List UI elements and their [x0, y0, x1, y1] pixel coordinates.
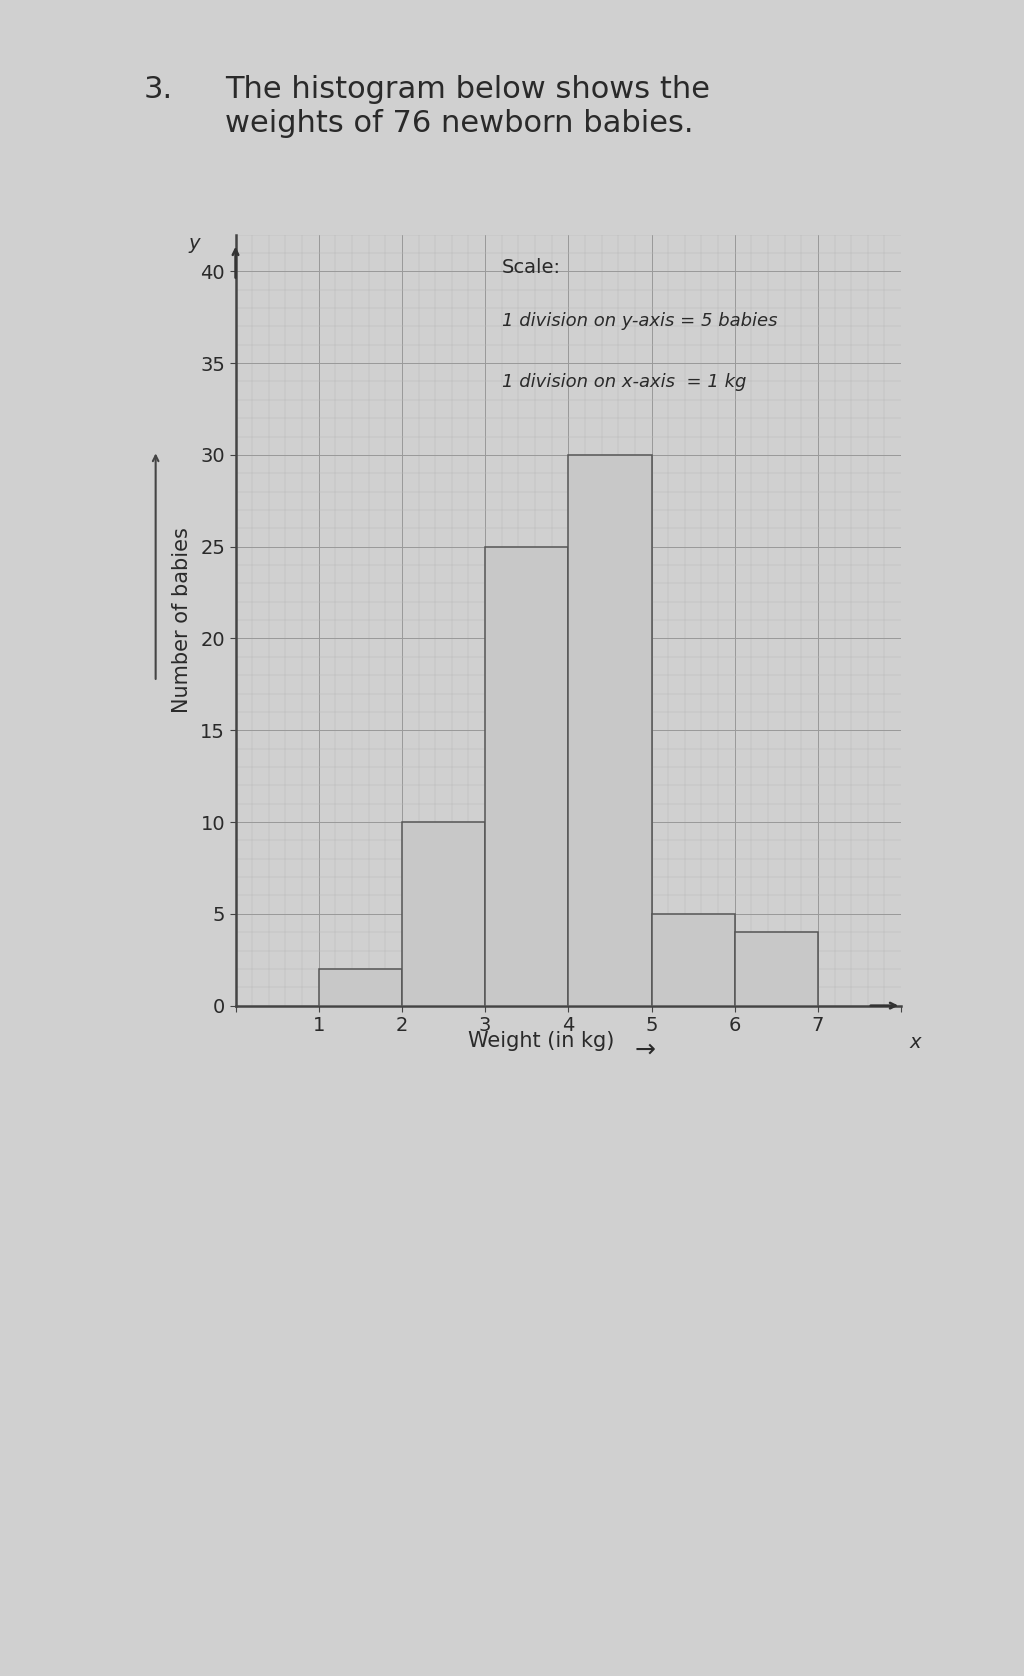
Text: 3.: 3.	[143, 75, 172, 104]
Bar	[318, 969, 401, 1006]
Y-axis label: Number of babies: Number of babies	[172, 528, 191, 712]
Text: The histogram below shows the
weights of 76 newborn babies.: The histogram below shows the weights of…	[225, 75, 711, 137]
Bar	[568, 454, 651, 1006]
Text: Scale:: Scale:	[502, 258, 561, 277]
Text: y: y	[188, 235, 200, 253]
Text: 1 division on x-axis  = 1 kg: 1 division on x-axis = 1 kg	[502, 374, 746, 392]
Text: 1 division on y-axis = 5 babies: 1 division on y-axis = 5 babies	[502, 312, 777, 330]
Text: Weight (in kg): Weight (in kg)	[469, 1031, 614, 1051]
Bar	[735, 932, 818, 1006]
Text: x: x	[909, 1032, 921, 1053]
Bar	[485, 546, 568, 1006]
Bar	[401, 821, 485, 1006]
Bar	[651, 913, 735, 1006]
Text: →: →	[635, 1037, 656, 1061]
